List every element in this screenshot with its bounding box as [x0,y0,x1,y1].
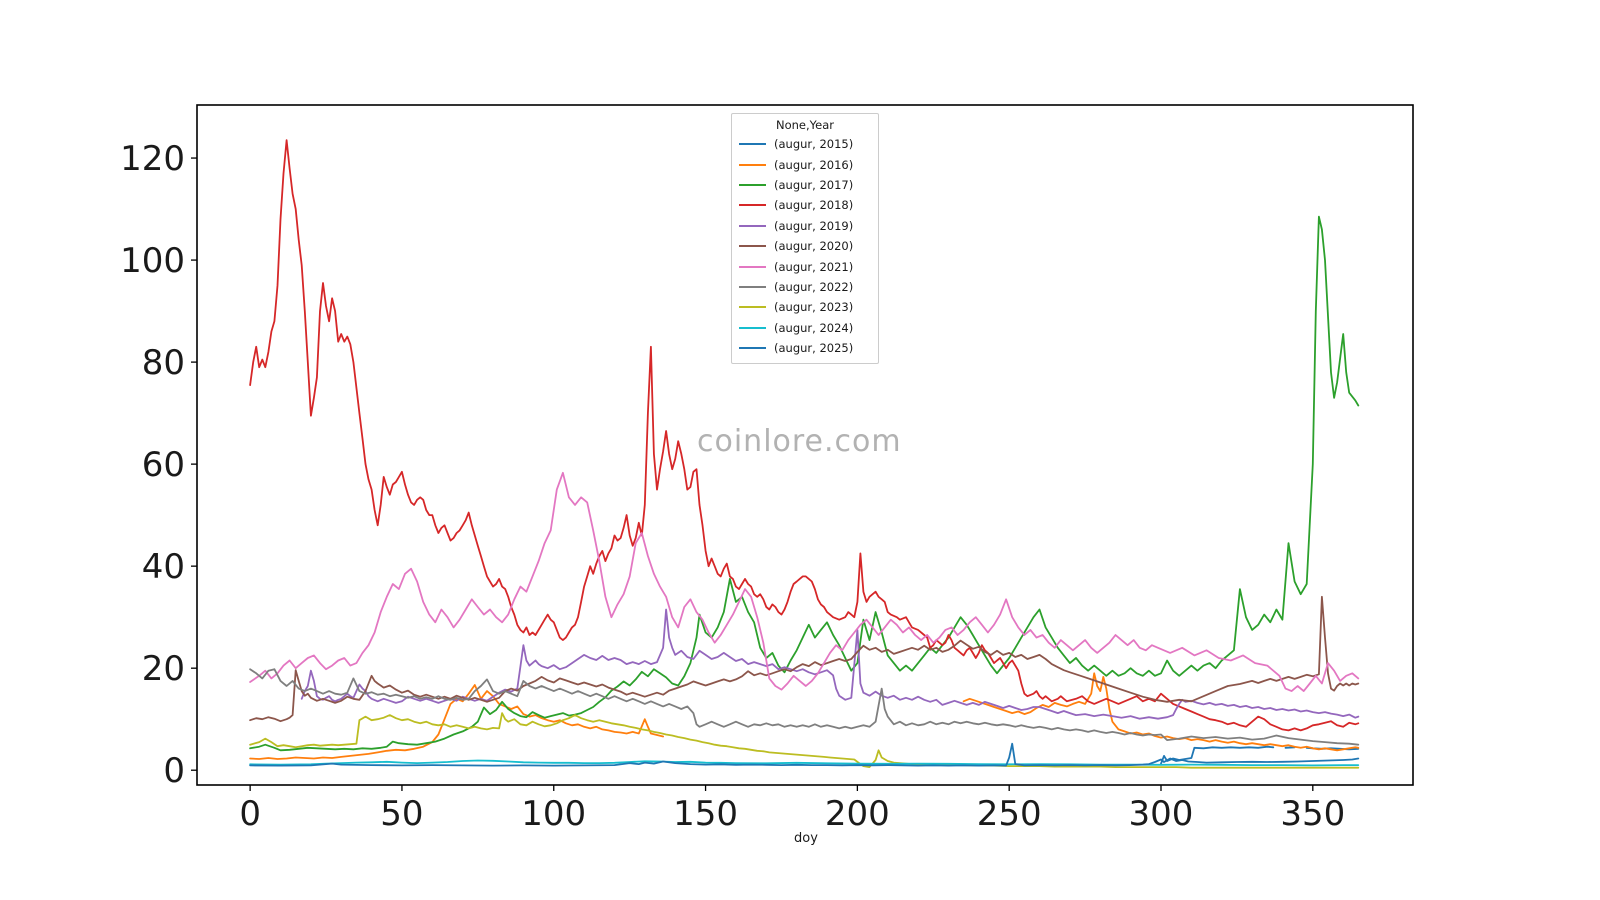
legend-line-swatch [739,306,766,309]
y-tick-label: 20 [142,649,185,689]
legend-line-swatch [739,326,766,329]
legend-line-swatch [739,143,766,146]
plot-spines [196,104,1414,786]
legend-label: (augur, 2025) [774,341,854,356]
x-tick-label: 200 [825,794,890,834]
y-tick-label: 40 [142,547,185,587]
legend-line-swatch [739,285,766,288]
legend-entry-2017: (augur, 2017) [732,175,878,195]
y-tick-label: 60 [142,445,185,485]
x-tick-label: 0 [239,794,261,834]
legend-line-swatch [739,347,766,350]
series-line-2017 [249,215,1360,752]
legend-label: (augur, 2016) [774,157,854,172]
legend-line-swatch [739,183,766,186]
y-tick-label: 80 [142,343,185,383]
legend-line-swatch [739,224,766,227]
x-tick-label: 350 [1280,794,1345,834]
legend-entry-2021: (augur, 2021) [732,256,878,276]
legend-line-swatch [739,163,766,166]
y-tick-label: 120 [120,139,185,179]
series-line-2022 [249,668,1360,746]
legend-entry-2019: (augur, 2019) [732,216,878,236]
legend-line-swatch [739,265,766,268]
legend-entries: (augur, 2015) (augur, 2016) (augur, 2017) (… [732,134,878,358]
legend-label: (augur, 2017) [774,177,854,192]
x-tick-label: 50 [380,794,423,834]
series-line-2015 [1284,746,1296,749]
legend-label: (augur, 2019) [774,218,854,233]
legend-label: (augur, 2020) [774,239,854,254]
legend-title: None,Year [775,118,834,132]
x-tick-label: 150 [673,794,738,834]
x-axis-label: doy [794,831,818,846]
series-line-2021 [249,471,1360,692]
x-tick-label: 300 [1129,794,1194,834]
legend-entry-2020: (augur, 2020) [732,236,878,256]
legend-entry-2022: (augur, 2022) [732,277,878,297]
series-line-2018 [249,139,1360,732]
x-tick-label: 250 [977,794,1042,834]
x-tick-label: 100 [521,794,586,834]
legend: None,Year (augur, 2015) (augur, 2016) (aug… [731,113,879,365]
legend-entry-2024: (augur, 2024) [732,318,878,338]
legend-entry-2018: (augur, 2018) [732,195,878,215]
legend-label: (augur, 2015) [774,137,854,152]
legend-entry-2015: (augur, 2015) [732,134,878,154]
series-line-2025 [249,742,1360,767]
y-tick-label: 100 [120,241,185,281]
legend-entry-2023: (augur, 2023) [732,297,878,317]
legend-line-swatch [739,204,766,207]
y-tick-label: 0 [163,751,185,791]
series-line-2020 [249,595,1360,723]
legend-label: (augur, 2021) [774,259,854,274]
legend-entry-2025: (augur, 2025) [732,338,878,358]
series-line-2019 [300,608,1360,720]
legend-line-swatch [739,245,766,248]
legend-entry-2016: (augur, 2016) [732,154,878,174]
legend-label: (augur, 2023) [774,300,854,315]
legend-label: (augur, 2024) [774,320,854,335]
legend-label: (augur, 2022) [774,279,854,294]
series-line-2016 [249,684,664,760]
legend-label: (augur, 2018) [774,198,854,213]
